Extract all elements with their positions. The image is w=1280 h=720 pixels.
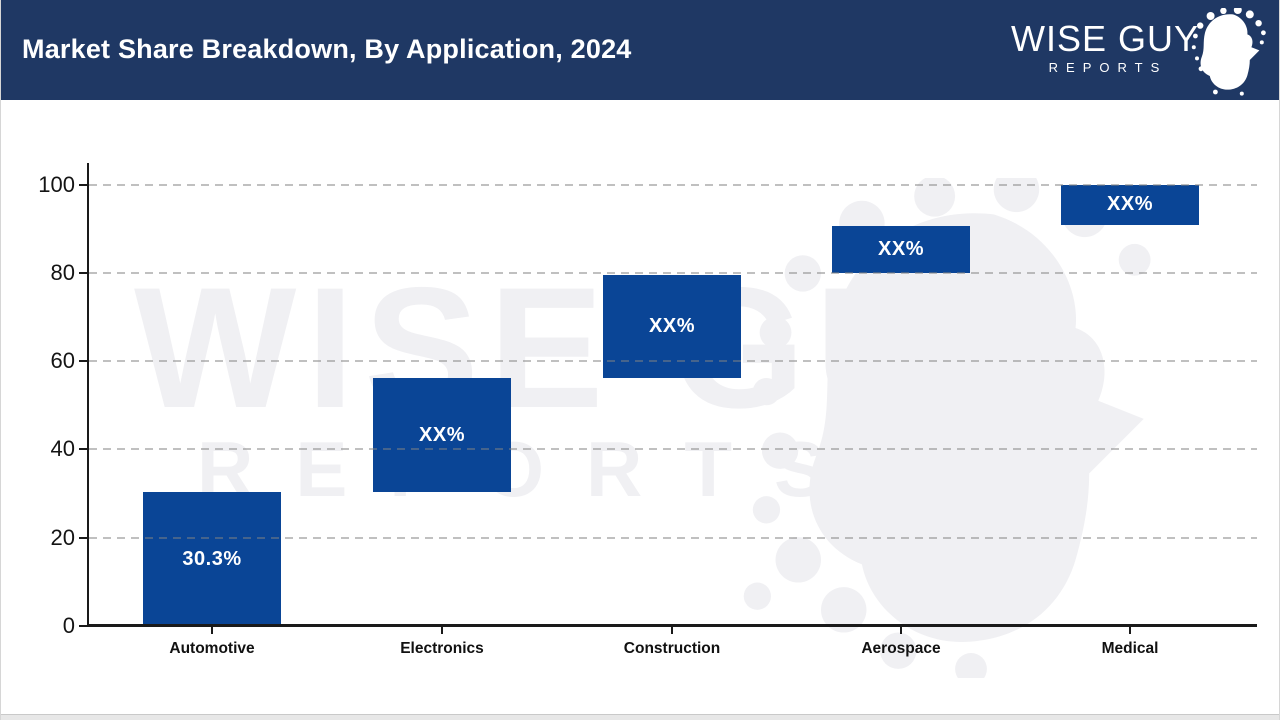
brand-subtitle: REPORTS [1048, 59, 1168, 75]
waterfall-bar-medical: XX% [1061, 184, 1199, 226]
y-tick-mark-0 [79, 625, 87, 627]
x-axis-line [87, 624, 1257, 627]
page-title: Market Share Breakdown, By Application, … [22, 34, 632, 64]
x-tick-mark-automotive [211, 627, 213, 634]
x-tick-mark-electronics [441, 627, 443, 634]
x-tick-label-automotive: Automotive [169, 640, 255, 657]
dotted-head-profile-watermark [743, 178, 1151, 678]
gridline-40 [89, 448, 1257, 451]
x-tick-mark-aerospace [900, 627, 902, 634]
y-tick-label-80: 80 [50, 259, 75, 285]
waterfall-bar-electronics: XX% [373, 377, 511, 493]
header-bar: Market Share Breakdown, By Application, … [1, 0, 1279, 100]
dotted-head-profile-icon [1191, 8, 1266, 96]
y-tick-mark-80 [79, 271, 87, 274]
y-tick-label-20: 20 [50, 524, 75, 550]
y-tick-label-60: 60 [50, 348, 75, 374]
brand-logo: WISE GUY REPORTS [1011, 4, 1271, 96]
x-tick-label-aerospace: Aerospace [861, 640, 941, 657]
bottom-edge-strip [1, 714, 1279, 720]
gridline-60 [89, 360, 1257, 363]
bar-value-label: XX% [878, 238, 924, 261]
watermark-brand-subtitle: REPORTS [197, 425, 869, 513]
y-tick-label-100: 100 [38, 171, 75, 197]
y-tick-mark-40 [79, 448, 87, 451]
gridline-20 [89, 536, 1257, 539]
gridline-80 [89, 271, 1257, 274]
waterfall-bar-aerospace: XX% [832, 226, 970, 274]
brand-name: WISE GUY [1010, 18, 1199, 59]
bar-value-label: XX% [649, 314, 695, 337]
x-tick-mark-medical [1129, 627, 1131, 634]
x-tick-label-construction: Construction [623, 640, 721, 657]
y-tick-mark-100 [79, 183, 87, 186]
y-tick-label-0: 0 [62, 613, 75, 638]
waterfall-bar-construction: XX% [603, 275, 741, 378]
x-tick-label-electronics: Electronics [400, 640, 484, 657]
bar-value-label: XX% [419, 423, 465, 446]
y-axis-line [87, 163, 89, 627]
bar-value-label: XX% [1107, 193, 1153, 216]
y-tick-mark-60 [79, 360, 87, 363]
waterfall-bar-automotive: 30.3% [143, 492, 281, 626]
gridline-100 [89, 183, 1257, 186]
x-tick-mark-construction [671, 627, 673, 634]
brand-logo-text: WISE GUY REPORTS [1011, 20, 1199, 75]
y-tick-label-40: 40 [50, 436, 75, 462]
bar-value-label: 30.3% [182, 547, 242, 570]
x-tick-label-medical: Medical [1101, 640, 1159, 657]
y-tick-mark-20 [79, 536, 87, 539]
